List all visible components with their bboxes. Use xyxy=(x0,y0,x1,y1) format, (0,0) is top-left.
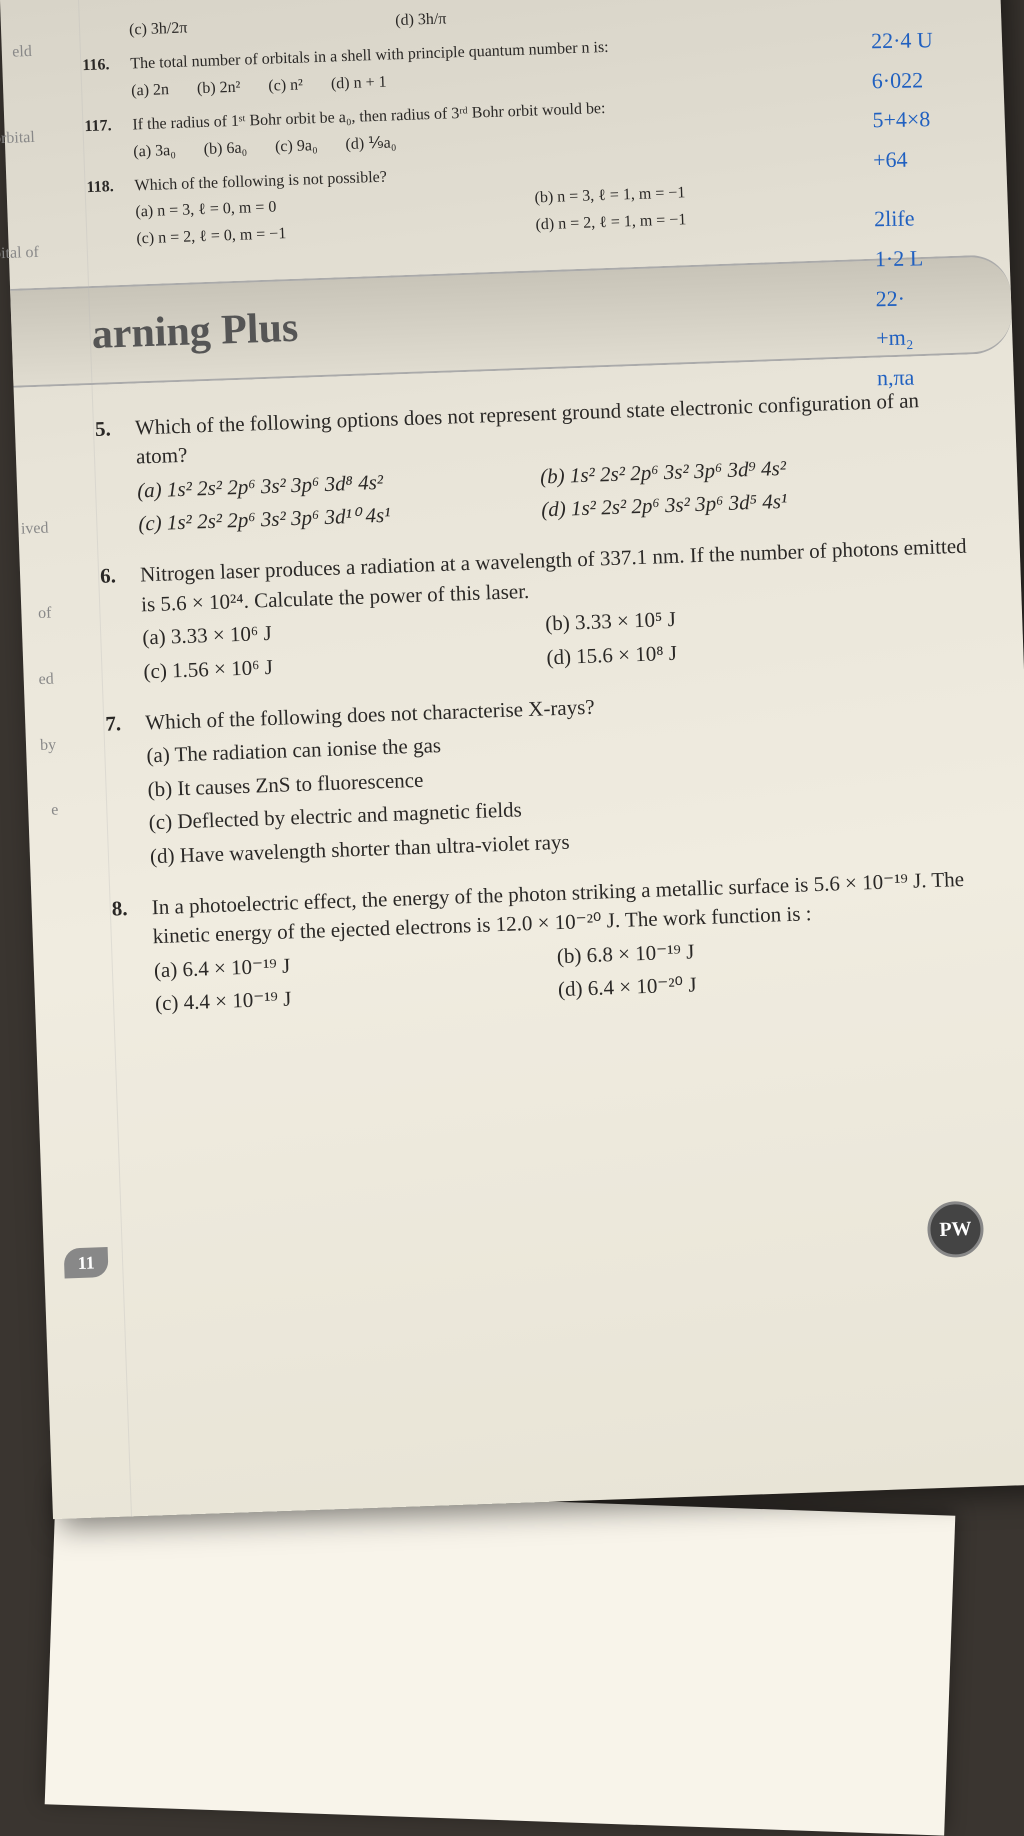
cut-word: eld xyxy=(0,39,32,67)
option-b: (b) 6a₀ xyxy=(203,137,247,161)
note: +m₂ xyxy=(876,316,1017,358)
question-118: 118. Which of the following is not possi… xyxy=(86,146,968,256)
option-a: (a) 3a₀ xyxy=(133,140,176,164)
option-c: (c) n² xyxy=(268,74,303,98)
note: 22· xyxy=(875,276,1016,318)
question-6: 6. Nitrogen laser produces a radiation a… xyxy=(100,532,984,692)
question-7: 7. Which of the following does not chara… xyxy=(105,679,990,877)
question-number: 117. xyxy=(84,115,134,165)
question-number: 118. xyxy=(86,175,137,256)
question-number: 8. xyxy=(111,893,155,1024)
cut-word: of xyxy=(0,601,52,629)
publisher-logo: PW xyxy=(927,1200,985,1258)
cut-word: ived xyxy=(0,515,49,543)
cut-word: of orbital xyxy=(0,124,35,152)
option-c: (c) 3h/2π xyxy=(129,17,188,41)
page-stack-edge xyxy=(45,1484,956,1835)
option-d: (d) n + 1 xyxy=(331,71,387,95)
option-c: (c) 9a₀ xyxy=(275,135,318,159)
question-5: 5. Which of the following options does n… xyxy=(95,384,979,544)
option-b: (b) 2n² xyxy=(197,76,241,100)
page-number: 11 xyxy=(64,1247,109,1279)
option-d: (d) 3h/π xyxy=(395,8,447,32)
question-number: 7. xyxy=(105,708,151,876)
question-number: 6. xyxy=(100,561,144,692)
textbook-page: eld of orbital rbital of ived of ed by e… xyxy=(0,0,1024,1519)
option-d: (d) ⅑a₀ xyxy=(345,132,397,156)
cut-word: ed xyxy=(0,667,54,695)
note: n,πa xyxy=(877,356,1018,398)
note: 1·2 L xyxy=(875,237,1016,279)
note: 5+4×8 xyxy=(872,98,1013,140)
note: +64 xyxy=(873,138,1014,180)
question-number: 116. xyxy=(82,54,132,104)
note: 22·4 U xyxy=(871,19,1012,61)
note: 2life xyxy=(874,197,1015,239)
note: 6·022 xyxy=(871,58,1012,100)
cut-word: rbital of xyxy=(0,240,39,268)
question-number: 5. xyxy=(95,413,139,544)
left-cut-text: eld of orbital rbital of ived of ed by e xyxy=(0,39,61,885)
cut-word: by xyxy=(0,732,56,760)
cut-word: e xyxy=(0,798,59,826)
handwritten-margin-notes: 22·4 U 6·022 5+4×8 +64 2life 1·2 L 22· +… xyxy=(871,19,1018,398)
option-a: (a) 2n xyxy=(131,79,170,103)
section-banner: arning Plus xyxy=(10,254,1013,388)
question-8: 8. In a photoelectric effect, the energy… xyxy=(111,864,995,1024)
learning-plus-section: 5. Which of the following options does n… xyxy=(95,384,996,1024)
